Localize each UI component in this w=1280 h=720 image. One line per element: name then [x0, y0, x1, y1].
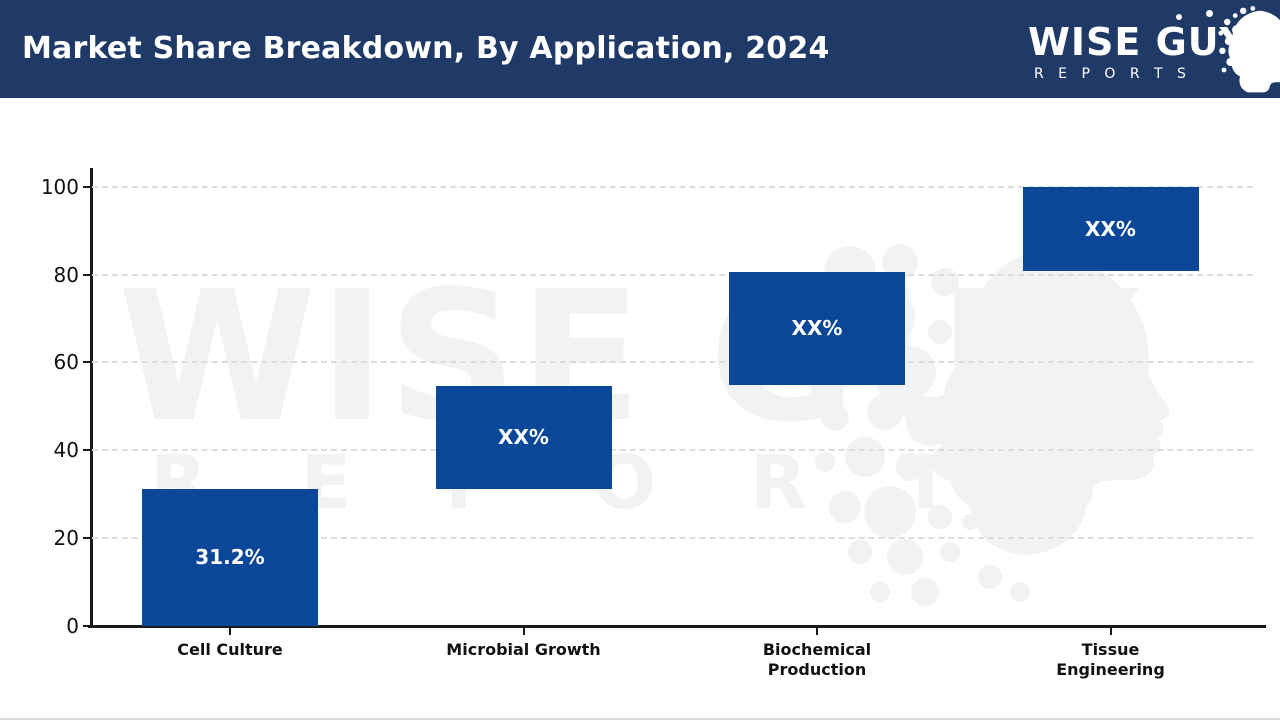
y-tick-label: 60	[53, 350, 79, 375]
x-category-label: Tissue Engineering	[1056, 640, 1165, 679]
bar-segment: XX%	[435, 385, 612, 489]
y-tick-mark	[83, 449, 92, 452]
page-title: Market Share Breakdown, By Application, …	[22, 31, 830, 66]
y-gridline	[92, 361, 1253, 364]
y-tick-mark	[83, 273, 92, 276]
y-tick-label: 40	[53, 438, 79, 463]
bar-value-label: XX%	[1085, 216, 1136, 241]
logo-letter-dot-icon	[1176, 14, 1182, 20]
header-bar: Market Share Breakdown, By Application, …	[0, 0, 1280, 98]
bar-value-label: XX%	[791, 316, 843, 341]
bar-segment: 31.2%	[142, 488, 318, 626]
bar-segment: XX%	[1022, 186, 1199, 271]
y-tick-label: 20	[53, 526, 79, 551]
x-category-label: Biochemical Production	[762, 640, 872, 679]
x-tick-mark	[1109, 627, 1112, 635]
logo-wordmark: WISE GUY	[1028, 20, 1249, 64]
logo-subtitle: R E P O R T S	[1034, 66, 1191, 82]
y-tick-mark	[83, 537, 92, 540]
y-gridline	[92, 449, 1253, 452]
y-tick-label: 0	[66, 614, 79, 638]
bar-value-label: 31.2%	[195, 545, 265, 570]
y-tick-mark	[83, 361, 92, 364]
y-tick-mark	[83, 625, 92, 627]
x-axis-line	[88, 625, 1266, 628]
y-gridline	[92, 185, 1253, 188]
x-category-label: Cell Culture	[177, 640, 283, 659]
logo-letter-dot-icon	[1206, 10, 1213, 17]
wiseguy-head-icon	[1218, 6, 1280, 93]
bottom-border	[0, 718, 1280, 720]
x-tick-mark	[229, 627, 231, 635]
x-tick-mark	[816, 627, 818, 635]
bar-value-label: XX%	[498, 425, 549, 450]
y-tick-mark	[83, 185, 92, 188]
x-tick-mark	[522, 627, 525, 635]
bar-segment: XX%	[729, 271, 905, 385]
x-category-label: Microbial Growth	[446, 640, 601, 659]
y-tick-label: 100	[40, 174, 79, 199]
y-gridline	[92, 273, 1253, 276]
y-tick-label: 80	[53, 262, 79, 287]
y-gridline	[92, 537, 1253, 540]
y-axis-line	[90, 168, 93, 627]
wiseguy-logo: WISE GUY R E P O R T S	[1020, 0, 1280, 98]
